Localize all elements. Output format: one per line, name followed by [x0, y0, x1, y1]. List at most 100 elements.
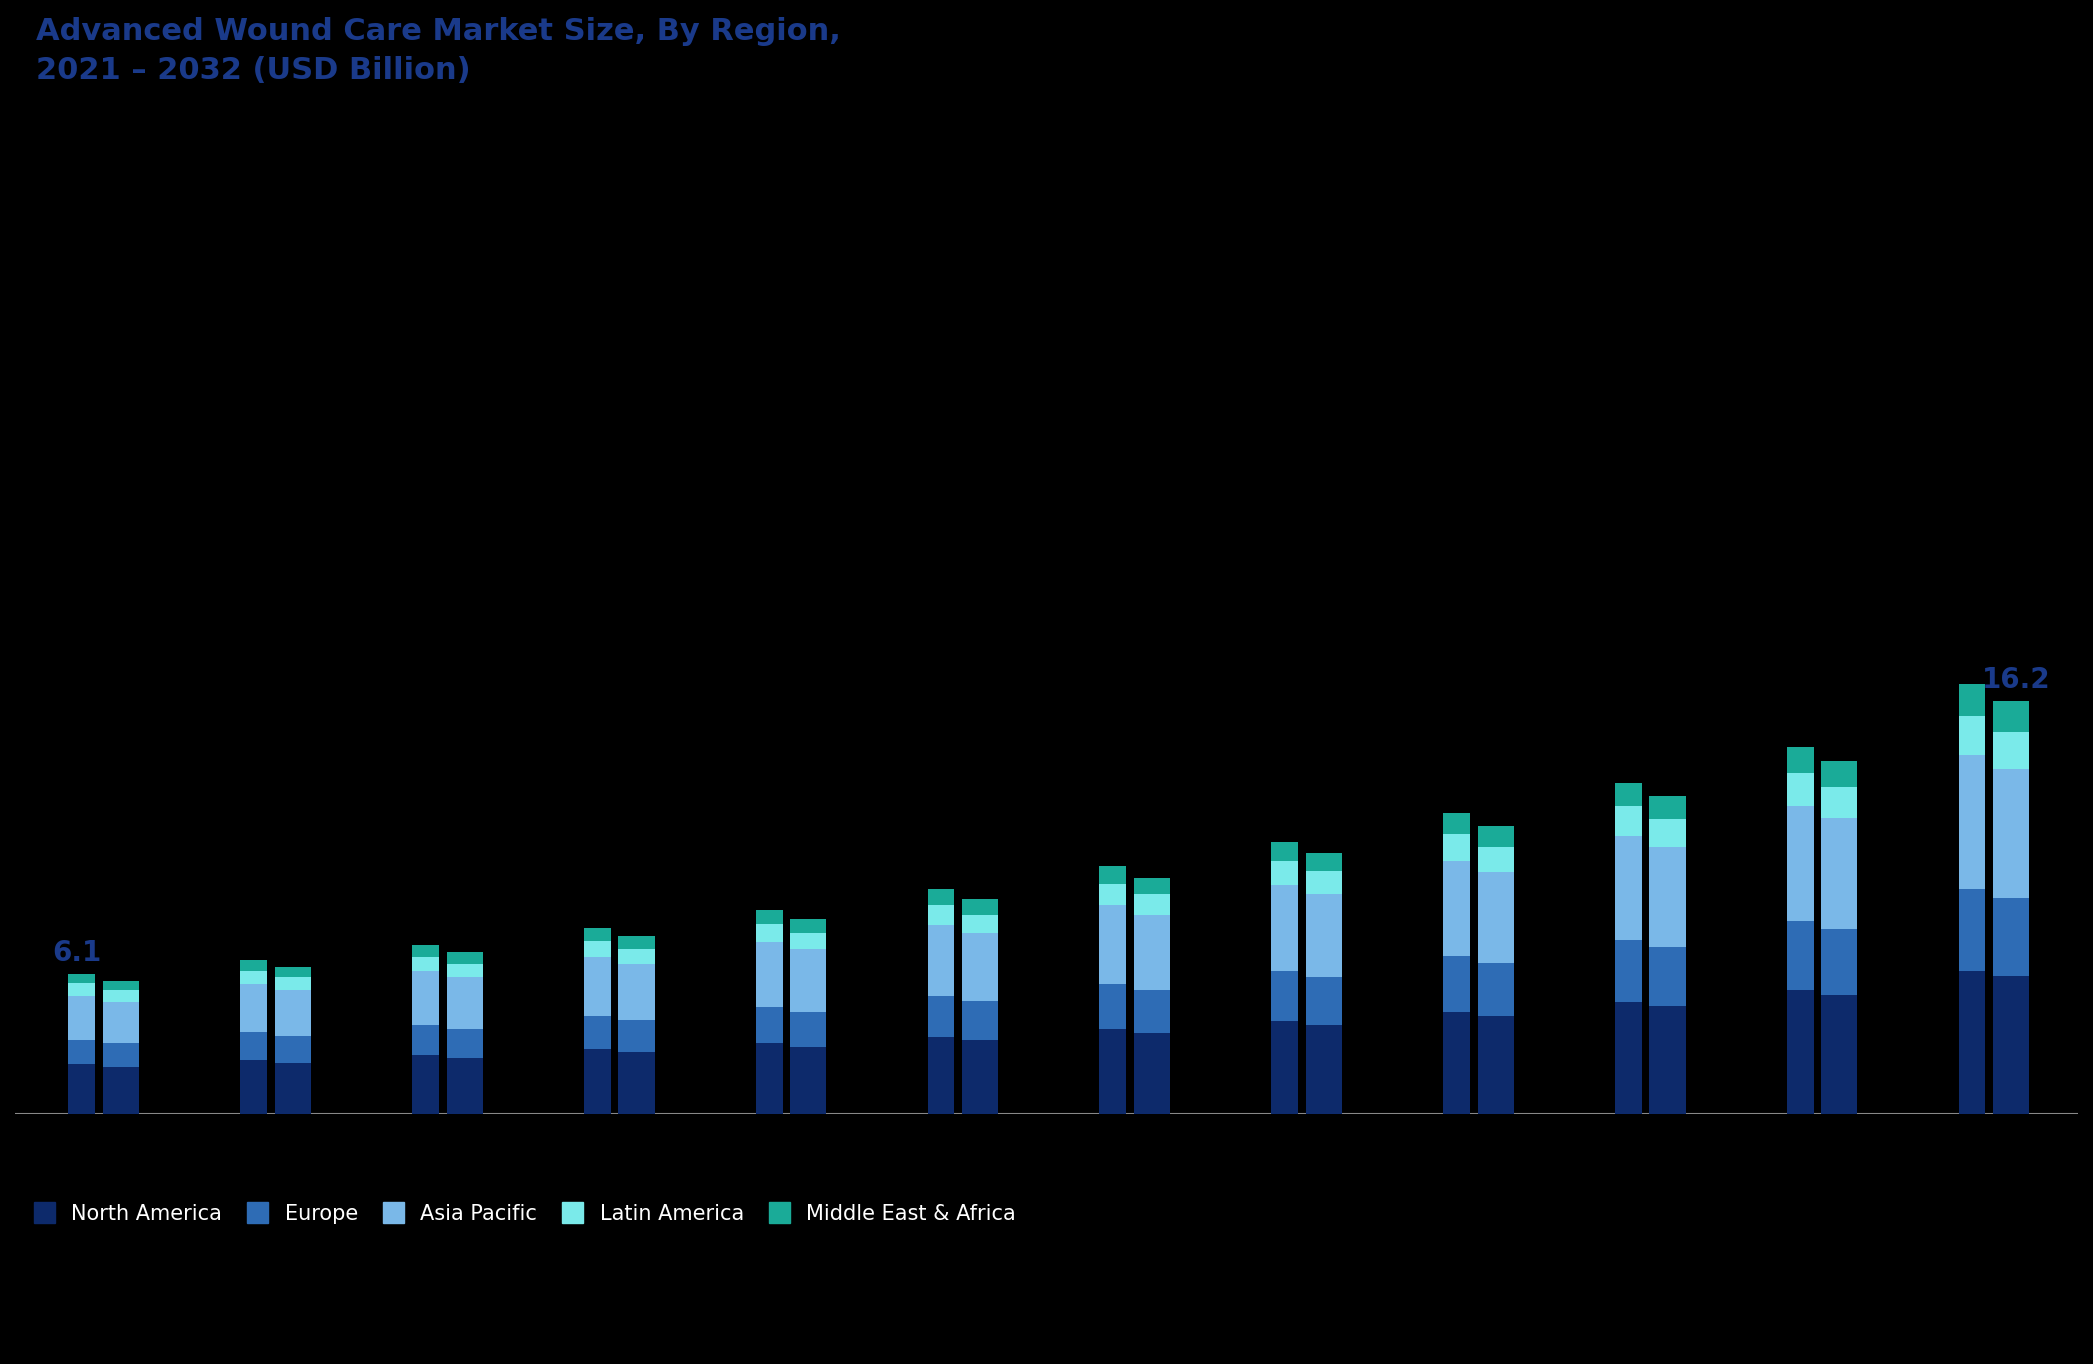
Bar [963, 1041, 998, 1114]
Bar [446, 1028, 483, 1057]
Bar [963, 899, 998, 915]
Bar [1306, 893, 1342, 977]
Bar [241, 983, 268, 1033]
Bar [1616, 1001, 1641, 1114]
Text: 6.1: 6.1 [52, 938, 103, 967]
Bar [1993, 977, 2030, 1114]
Bar [274, 967, 312, 978]
Bar [1444, 813, 1469, 835]
Bar [446, 952, 483, 964]
Bar [412, 945, 440, 958]
Bar [1099, 983, 1126, 1028]
Bar [69, 1064, 94, 1114]
Bar [756, 1007, 783, 1043]
Bar [1649, 797, 1685, 818]
Bar [1099, 906, 1126, 983]
Bar [1099, 1028, 1126, 1114]
Bar [1616, 806, 1641, 836]
Text: 16.2: 16.2 [1982, 666, 2051, 694]
Bar [1099, 866, 1126, 884]
Bar [927, 906, 954, 925]
Bar [584, 1049, 611, 1114]
Text: Advanced Wound Care Market Size, By Region,
2021 – 2032 (USD Billion): Advanced Wound Care Market Size, By Regi… [36, 18, 841, 85]
Bar [1787, 773, 1813, 806]
Bar [1616, 836, 1641, 940]
Bar [1134, 878, 1170, 895]
Bar [1993, 768, 2030, 899]
Bar [1821, 818, 1856, 929]
Bar [241, 1060, 268, 1114]
Bar [756, 910, 783, 923]
Bar [1821, 761, 1856, 787]
Bar [103, 1001, 138, 1043]
Bar [1787, 921, 1813, 990]
Bar [241, 960, 268, 971]
Bar [963, 1001, 998, 1041]
Bar [1959, 971, 1986, 1114]
Bar [1270, 1020, 1298, 1114]
Bar [446, 1057, 483, 1114]
Bar [1649, 847, 1685, 947]
Bar [412, 971, 440, 1024]
Bar [412, 1054, 440, 1114]
Bar [1478, 827, 1513, 847]
Bar [1444, 835, 1469, 861]
Bar [1306, 852, 1342, 872]
Bar [241, 1033, 268, 1060]
Bar [1270, 842, 1298, 861]
Bar [1306, 872, 1342, 893]
Bar [1134, 895, 1170, 915]
Bar [927, 889, 954, 906]
Bar [927, 1037, 954, 1114]
Bar [1616, 940, 1641, 1001]
Bar [241, 971, 268, 983]
Bar [446, 978, 483, 1028]
Bar [1649, 1007, 1685, 1114]
Bar [1649, 947, 1685, 1007]
Bar [1270, 884, 1298, 971]
Bar [274, 978, 312, 990]
Bar [274, 1063, 312, 1114]
Bar [584, 928, 611, 941]
Bar [1787, 747, 1813, 773]
Bar [584, 1016, 611, 1049]
Bar [1993, 701, 2030, 731]
Bar [1787, 806, 1813, 921]
Bar [1993, 731, 2030, 768]
Bar [1959, 889, 1986, 971]
Bar [1959, 685, 1986, 716]
Bar [791, 1046, 827, 1114]
Bar [1821, 929, 1856, 994]
Bar [756, 941, 783, 1007]
Bar [963, 933, 998, 1001]
Bar [1444, 1012, 1469, 1114]
Bar [103, 1067, 138, 1114]
Bar [1478, 872, 1513, 963]
Bar [1993, 899, 2030, 977]
Bar [1821, 787, 1856, 818]
Bar [1134, 1033, 1170, 1114]
Bar [412, 1024, 440, 1054]
Legend: North America, Europe, Asia Pacific, Latin America, Middle East & Africa: North America, Europe, Asia Pacific, Lat… [25, 1194, 1026, 1232]
Bar [963, 915, 998, 933]
Bar [69, 1039, 94, 1064]
Bar [1444, 956, 1469, 1012]
Bar [1478, 963, 1513, 1016]
Bar [1959, 716, 1986, 754]
Bar [756, 923, 783, 941]
Bar [1787, 990, 1813, 1114]
Bar [617, 949, 655, 964]
Bar [617, 964, 655, 1020]
Bar [446, 964, 483, 978]
Bar [103, 1043, 138, 1067]
Bar [69, 974, 94, 983]
Bar [791, 933, 827, 949]
Bar [103, 990, 138, 1001]
Bar [1270, 971, 1298, 1020]
Bar [69, 983, 94, 996]
Bar [1616, 783, 1641, 806]
Bar [584, 958, 611, 1016]
Bar [1134, 990, 1170, 1033]
Bar [274, 990, 312, 1037]
Bar [756, 1043, 783, 1114]
